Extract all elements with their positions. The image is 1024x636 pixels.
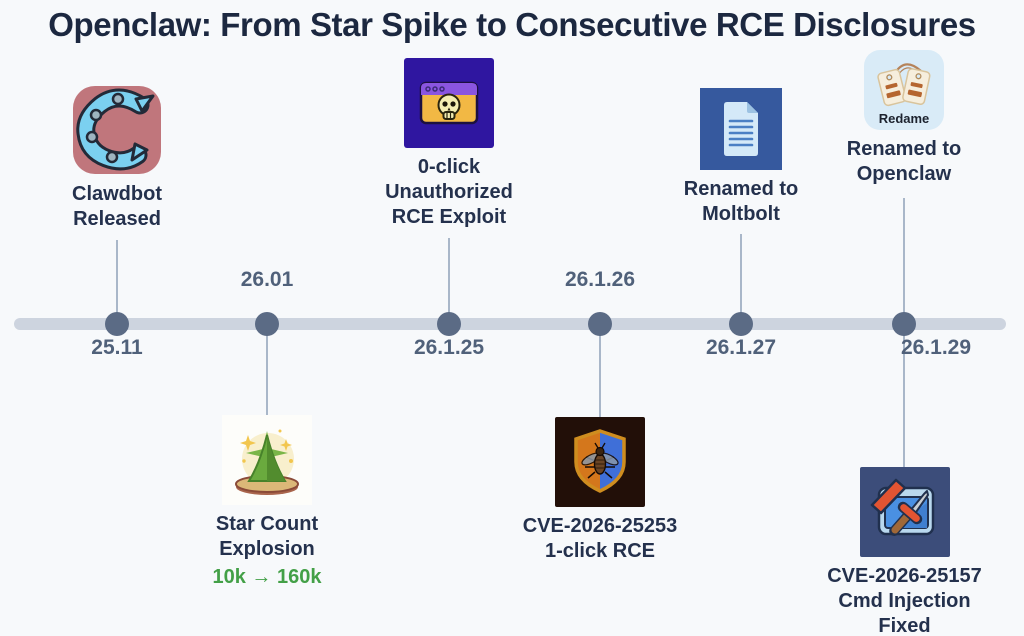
page-title: Openclaw: From Star Spike to Consecutive…: [48, 6, 976, 43]
event-label-cve-25157: CVE-2026-25157 Cmd Injection Fixed: [827, 565, 982, 636]
timeline-dot-26-1-27: [729, 312, 753, 336]
timeline-dot-25-11: [105, 312, 129, 336]
connector-line: [266, 330, 268, 415]
timeline-dot-26-1-25: [437, 312, 461, 336]
skull-browser-icon: [404, 58, 494, 148]
connector-line: [448, 238, 450, 318]
rename-tags-icon: Redame: [864, 50, 944, 130]
connector-line: [116, 240, 118, 318]
rename-tag-caption: Redame: [878, 111, 930, 126]
event-label-star-count: Star Count Explosion: [215, 513, 319, 560]
connector-line: [599, 330, 601, 417]
connector-line: [903, 198, 905, 318]
timeline-dot-26-1-29: [892, 312, 916, 336]
connector-line: [740, 234, 742, 318]
event-zero-click-rce: 0-click Unauthorized RCE Exploit: [369, 58, 529, 230]
clawdbot-icon: [72, 85, 162, 175]
event-label-cve-25253: CVE-2026-25253 1-click RCE: [522, 515, 678, 562]
date-label-26-1-27: 26.1.27: [705, 336, 777, 359]
event-label-zero-click: 0-click Unauthorized RCE Exploit: [385, 156, 513, 228]
timeline-dot-26-01: [255, 312, 279, 336]
event-label-clawdbot: Clawdbot Released: [72, 183, 162, 230]
event-clawdbot-released: Clawdbot Released: [37, 85, 197, 232]
timeline-bar: [14, 318, 1006, 330]
star-count-stat: 10k → 160k: [212, 566, 322, 588]
event-renamed-moltbolt: Renamed to Moltbolt: [661, 88, 821, 227]
event-label-openclaw: Renamed to Openclaw: [846, 138, 962, 185]
event-label-moltbolt: Renamed to Moltbolt: [683, 178, 799, 225]
date-label-25-11: 25.11: [91, 336, 143, 359]
date-label-26-01: 26.01: [240, 268, 294, 291]
date-label-26-1-25: 26.1.25: [413, 336, 485, 359]
event-cve-2026-25157: CVE-2026-25157 Cmd Injection Fixed: [812, 467, 997, 636]
document-icon: [700, 88, 782, 170]
event-cve-2026-25253: CVE-2026-25253 1-click RCE: [505, 417, 695, 564]
connector-line: [903, 330, 905, 467]
window-sword-icon: [859, 467, 950, 557]
date-label-26-1-26: 26.1.26: [564, 268, 636, 291]
event-star-count-explosion: Star Count Explosion 10k → 160k: [187, 415, 347, 589]
bug-shield-icon: [555, 417, 645, 507]
event-renamed-openclaw: Redame Renamed to Openclaw: [824, 50, 984, 187]
timeline-dot-26-1-26: [588, 312, 612, 336]
star-explosion-icon: [222, 415, 312, 505]
date-label-26-1-29: 26.1.29: [900, 336, 972, 359]
